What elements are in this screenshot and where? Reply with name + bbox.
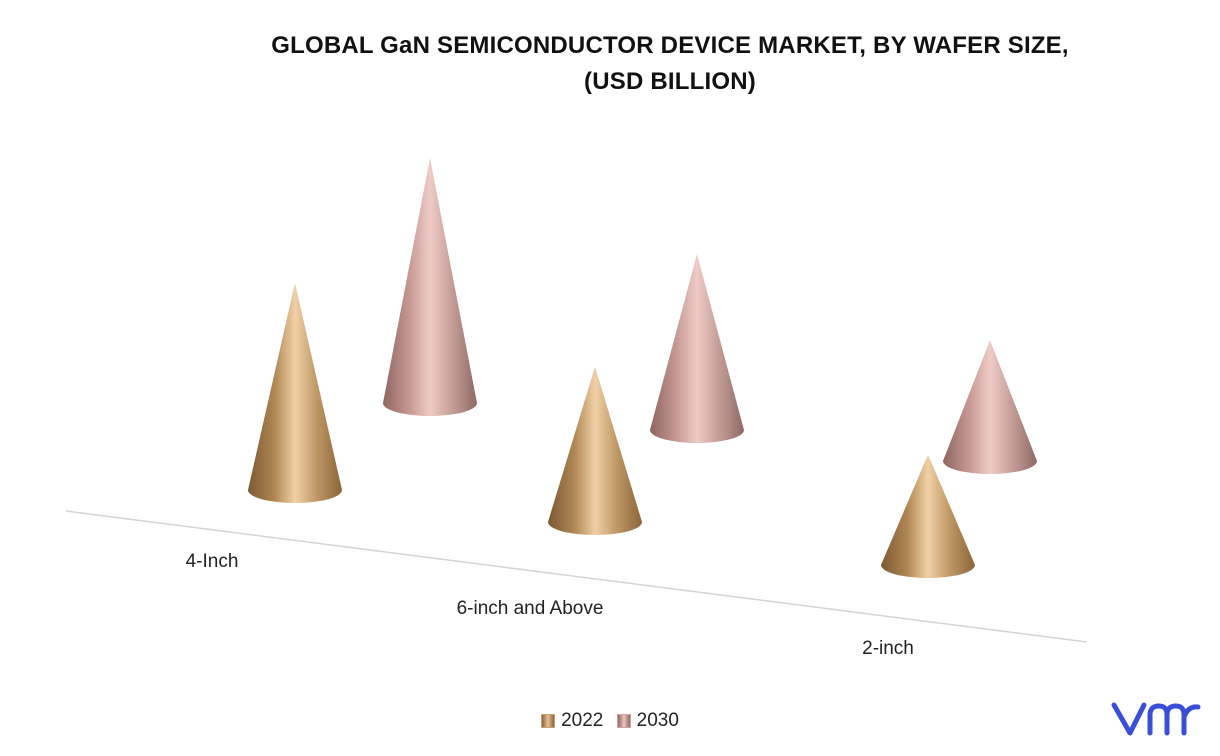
chart-title-line1: GLOBAL GaN SEMICONDUCTOR DEVICE MARKET, …	[271, 32, 1069, 59]
cone-2022-4-inch	[248, 283, 342, 503]
legend-label-2030: 2030	[636, 710, 679, 731]
legend: 2022 2030	[0, 710, 1220, 734]
vmr-logo	[1110, 697, 1202, 746]
category-label-2: 6-inch and Above	[457, 598, 604, 619]
legend-swatch-2030	[616, 714, 631, 728]
cone-2030-2-inch	[943, 340, 1037, 474]
legend-item-2022: 2022	[541, 710, 603, 732]
legend-label-2022: 2022	[561, 710, 604, 731]
vmr-logo-icon	[1111, 702, 1201, 736]
cone-2030-4-inch	[383, 158, 477, 417]
x-axis-baseline	[65, 510, 1088, 643]
category-label-1: 4-Inch	[186, 551, 239, 572]
chart-title-line2: (USD BILLION)	[584, 68, 756, 95]
cone-2022-2-inch	[881, 454, 975, 578]
cone-2030-6-inch-and-above	[650, 254, 744, 443]
legend-item-2030: 2030	[616, 710, 679, 732]
cone-2022-6-inch-and-above	[548, 366, 642, 535]
category-label-3: 2-inch	[862, 638, 914, 659]
legend-swatch-2022	[541, 714, 556, 728]
chart-title: GLOBAL GaN SEMICONDUCTOR DEVICE MARKET, …	[200, 28, 1140, 100]
